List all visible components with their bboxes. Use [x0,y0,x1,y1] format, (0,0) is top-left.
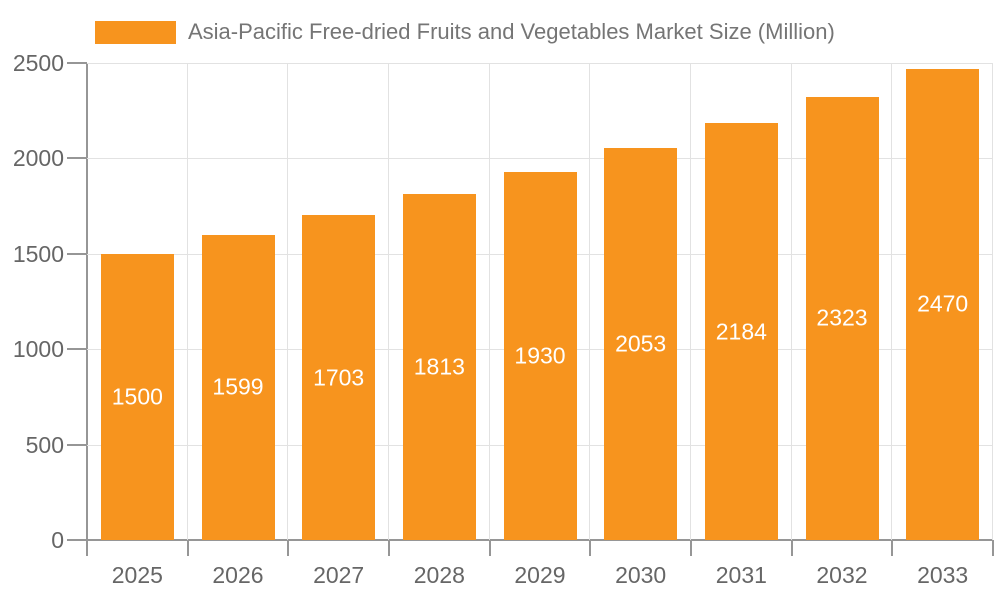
bar[interactable]: 2323 [805,96,879,540]
legend-item[interactable]: Asia-Pacific Free-dried Fruits and Veget… [95,19,835,45]
gridline-vertical [186,63,188,540]
x-axis-tick [86,540,88,556]
x-axis-tick-label: 2030 [615,562,667,588]
y-axis-tick-label: 1000 [12,336,64,363]
bar-value-label: 2470 [917,290,969,317]
gridline-horizontal [87,63,993,64]
gridline-horizontal [87,158,993,160]
legend-label: Asia-Pacific Free-dried Fruits and Veget… [188,19,835,44]
x-axis-tick-label: 2031 [715,562,767,588]
y-axis-tick-label: 1500 [12,240,64,267]
gridline-vertical [388,63,389,540]
x-axis-tick [891,540,894,556]
x-axis-tick [488,540,491,556]
bar[interactable]: 1813 [402,194,476,540]
y-axis-tick-label: 2500 [12,50,64,76]
gridline-vertical [992,63,993,540]
y-axis-tick [67,62,87,64]
bar-value-label: 1813 [413,353,465,380]
plot-area: 1500 1599 1703 1813 1930 2053 2184 2323 2470 [87,63,993,540]
bar[interactable]: 2184 [704,123,778,540]
y-axis-tick-label: 2000 [12,145,64,172]
x-axis-tick [690,540,692,556]
y-axis-tick-label: 0 [51,527,64,553]
x-axis-tick [589,540,592,556]
y-axis-tick [67,348,87,351]
gridline-vertical [690,63,691,540]
x-axis-tick [186,540,189,556]
y-axis-tick [67,252,87,255]
bar[interactable]: 2470 [906,68,980,540]
x-axis-tick [992,540,994,556]
bar-value-label: 1599 [212,373,264,400]
gridline-vertical [287,63,289,540]
bar[interactable]: 1703 [302,215,376,540]
gridline-vertical [589,63,591,540]
gridline-vertical [488,63,490,540]
x-axis-tick-label: 2025 [111,562,163,588]
bar[interactable]: 1500 [100,253,174,540]
bar[interactable]: 1599 [201,234,275,540]
bar[interactable]: 1930 [503,171,577,540]
y-axis-line [86,63,88,540]
x-axis-tick-label: 2033 [917,562,969,588]
x-axis-line [87,539,993,541]
gridline-vertical [891,63,893,540]
y-axis-tick [67,157,87,160]
x-axis-tick-label: 2027 [313,562,365,588]
bar-value-label: 1930 [514,342,566,369]
y-axis-tick-label: 500 [25,431,64,458]
x-axis-tick-label: 2026 [212,562,264,588]
gridline-vertical [790,63,792,540]
x-axis-tick [287,540,290,556]
x-axis-tick [388,540,390,556]
y-axis-tick [67,539,87,541]
x-axis-tick-label: 2028 [413,562,465,588]
x-axis-tick [790,540,793,556]
bar-value-label: 2184 [715,318,767,345]
bar[interactable]: 2053 [604,148,678,540]
bar-value-label: 1703 [313,364,365,391]
y-axis-tick [67,443,87,446]
x-axis-tick-label: 2032 [816,562,868,588]
bar-value-label: 1500 [111,383,163,410]
x-axis-tick-label: 2029 [514,562,566,588]
legend-swatch [95,20,176,44]
bar-value-label: 2053 [615,330,667,357]
bar-value-label: 2323 [816,304,868,331]
